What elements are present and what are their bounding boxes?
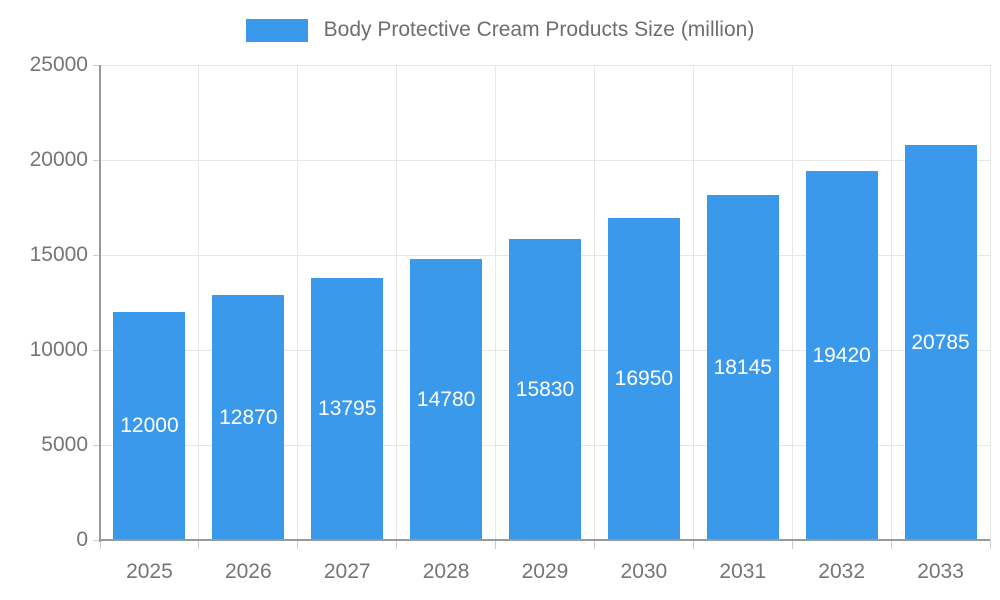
- x-tick-label: 2026: [224, 560, 272, 583]
- x-axis-tick: [890, 540, 892, 549]
- bar-2027: [311, 277, 384, 540]
- x-tick-label: 2025: [126, 560, 173, 583]
- bar-2026: [212, 295, 285, 540]
- bar-2028: [410, 259, 483, 540]
- legend-item[interactable]: Body Protective Cream Products Size (mil…: [245, 17, 755, 43]
- y-axis-line: [99, 65, 101, 542]
- x-tick-label: 2028: [422, 560, 470, 583]
- y-gridline: [100, 64, 990, 66]
- bar-2029: [509, 239, 581, 540]
- y-axis-tick: [93, 64, 100, 66]
- x-axis-tick: [396, 540, 398, 549]
- x-gridline: [989, 65, 991, 540]
- bar-value-label: 18145: [713, 355, 772, 379]
- x-tick-label: 2030: [620, 560, 668, 583]
- bar-value-label: 12000: [120, 414, 179, 437]
- x-gridline: [692, 65, 694, 540]
- x-axis-line: [99, 539, 990, 541]
- y-tick-label: 5000: [41, 433, 88, 456]
- bar-value-label: 14780: [416, 387, 476, 411]
- x-gridline: [791, 65, 793, 540]
- bar-value-label: 19420: [812, 343, 871, 367]
- y-axis-tick: [93, 254, 100, 256]
- bar-2025: [113, 312, 186, 540]
- y-axis-tick: [93, 539, 100, 541]
- bar-2033: [904, 145, 977, 540]
- legend-swatch-icon: [245, 18, 308, 42]
- x-axis-tick: [297, 540, 299, 549]
- x-axis-tick: [593, 540, 595, 549]
- y-tick-label: 10000: [29, 338, 88, 361]
- bar-value-label: 16950: [614, 366, 674, 390]
- y-axis-tick: [93, 159, 100, 161]
- x-gridline: [890, 65, 892, 540]
- bar-value-label: 15830: [515, 377, 575, 401]
- y-tick-label: 15000: [29, 243, 88, 266]
- bar-value-label: 20785: [911, 330, 970, 354]
- x-axis-tick: [989, 540, 991, 549]
- y-axis-tick: [93, 444, 100, 446]
- x-axis-tick: [99, 540, 101, 549]
- x-gridline: [297, 65, 299, 540]
- x-tick-label: 2029: [521, 560, 569, 583]
- x-gridline: [396, 65, 398, 540]
- x-gridline: [593, 65, 595, 540]
- x-axis-tick: [198, 540, 200, 549]
- x-axis-tick: [495, 540, 497, 549]
- bar-2030: [607, 217, 680, 540]
- x-tick-label: 2031: [719, 560, 767, 583]
- x-axis-tick: [692, 540, 694, 549]
- y-tick-label: 20000: [29, 148, 88, 171]
- x-axis-tick: [791, 540, 793, 549]
- x-tick-label: 2032: [818, 560, 866, 583]
- bar-2032: [805, 171, 878, 540]
- x-gridline: [198, 65, 200, 540]
- bar-2031: [706, 195, 779, 540]
- legend-label: Body Protective Cream Products Size (mil…: [323, 18, 755, 41]
- legend: Body Protective Cream Products Size (mil…: [0, 17, 1000, 43]
- bar-value-label: 13795: [318, 396, 377, 420]
- y-tick-label: 0: [76, 528, 88, 551]
- x-tick-label: 2027: [323, 560, 371, 583]
- y-axis-tick: [93, 349, 100, 351]
- y-gridline: [100, 159, 990, 161]
- y-tick-label: 25000: [29, 53, 88, 76]
- bar-value-label: 12870: [219, 405, 278, 429]
- x-tick-label: 2033: [917, 560, 964, 583]
- x-gridline: [495, 65, 497, 540]
